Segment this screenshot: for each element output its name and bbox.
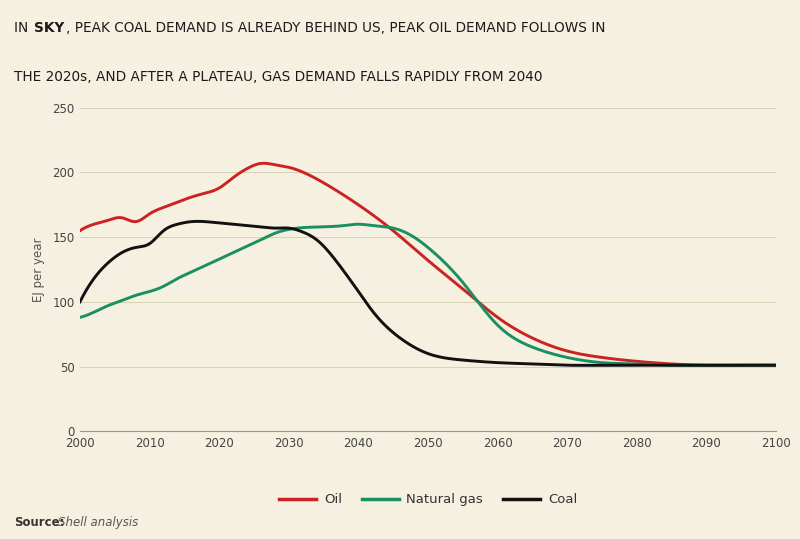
Y-axis label: EJ per year: EJ per year <box>32 237 46 302</box>
Text: Source:: Source: <box>14 515 65 529</box>
Legend: Oil, Natural gas, Coal: Oil, Natural gas, Coal <box>274 488 582 512</box>
Text: THE 2020s, AND AFTER A PLATEAU, GAS DEMAND FALLS RAPIDLY FROM 2040: THE 2020s, AND AFTER A PLATEAU, GAS DEMA… <box>14 71 543 84</box>
Text: Shell analysis: Shell analysis <box>58 515 138 529</box>
Text: , PEAK COAL DEMAND IS ALREADY BEHIND US, PEAK OIL DEMAND FOLLOWS IN: , PEAK COAL DEMAND IS ALREADY BEHIND US,… <box>66 22 605 35</box>
Text: IN: IN <box>14 22 33 35</box>
Text: SKY: SKY <box>34 22 64 35</box>
